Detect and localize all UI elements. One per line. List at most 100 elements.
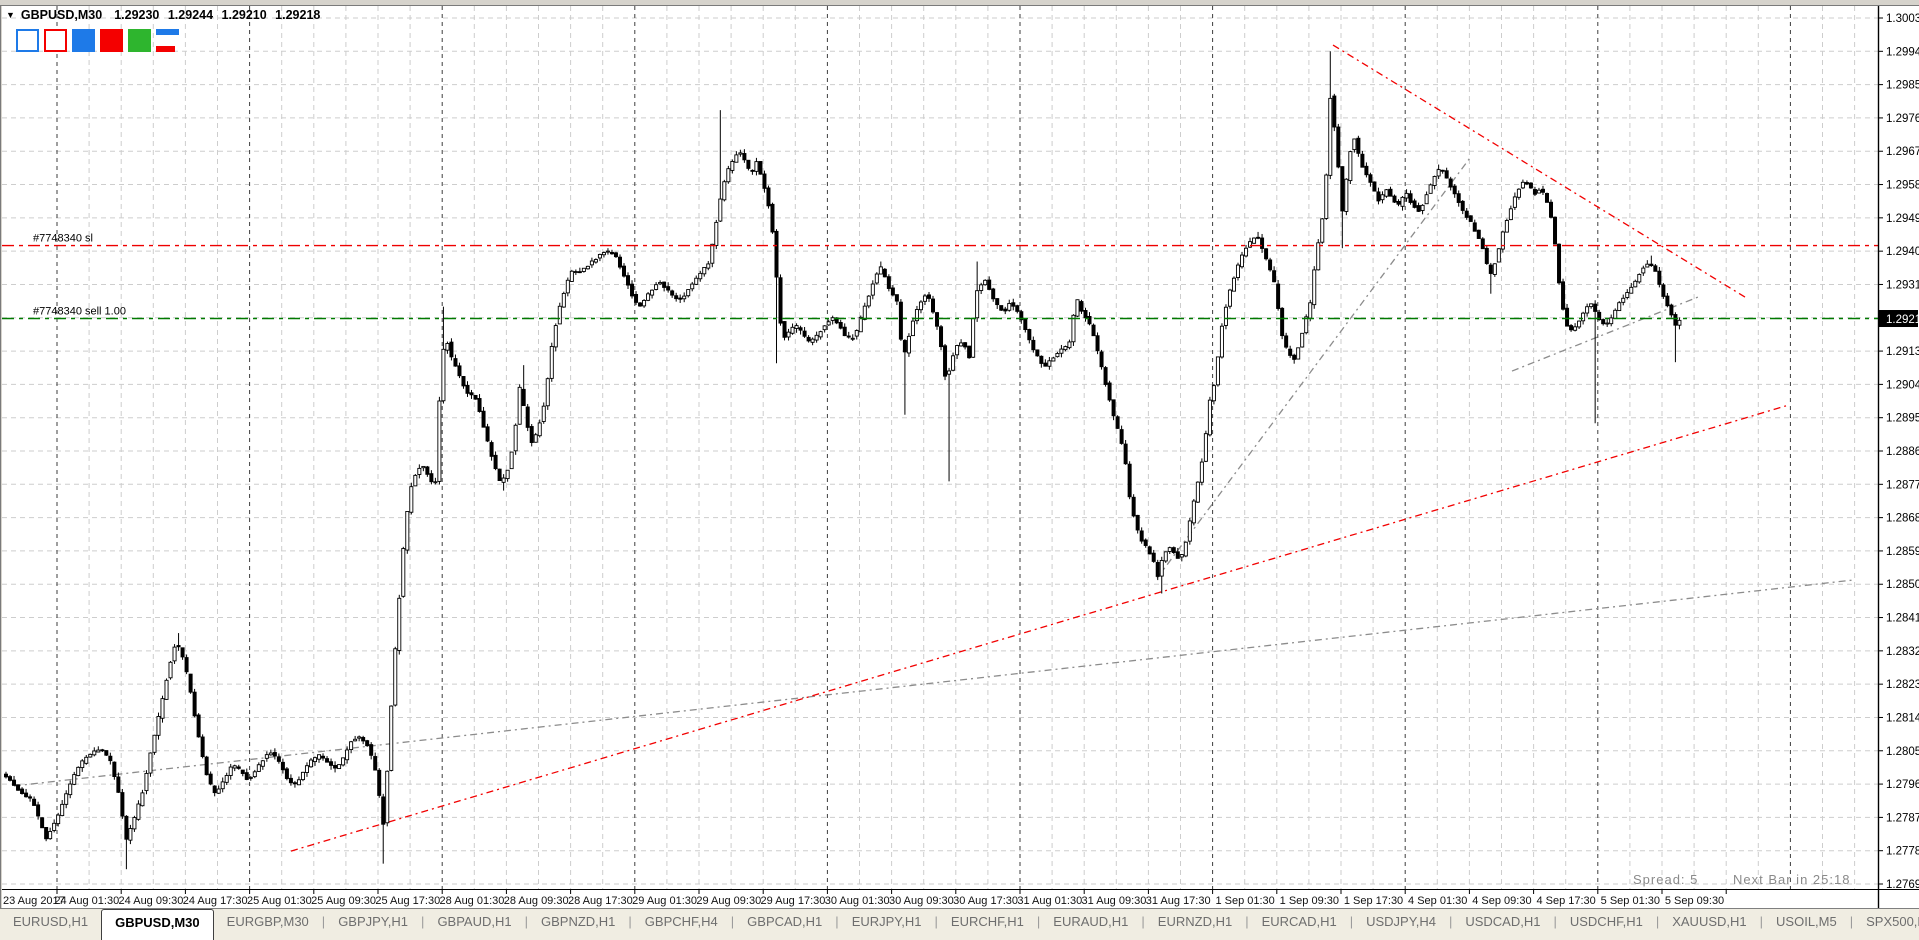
- time-axis-label: 5 Sep 01:30: [1601, 895, 1660, 907]
- time-axis-label: 29 Aug 09:30: [696, 895, 761, 907]
- chart-tab-eurcad-h1[interactable]: EURCAD,H1: [1261, 914, 1337, 929]
- time-axis-label: 31 Aug 09:30: [1082, 895, 1147, 907]
- solid-green-swatch[interactable]: [128, 29, 151, 52]
- tab-separator: |: [730, 914, 735, 929]
- tab-separator: |: [1036, 914, 1041, 929]
- price-axis-label: 1.29040: [1886, 379, 1919, 391]
- price-axis-label: 1.28590: [1886, 546, 1919, 558]
- time-axis-label: 30 Aug 17:30: [953, 895, 1018, 907]
- chart-tab-eurjpy-h1[interactable]: EURJPY,H1: [851, 914, 922, 929]
- outline-blue-swatch[interactable]: [16, 29, 39, 52]
- time-axis-label: 25 Aug 17:30: [375, 895, 440, 907]
- chart-tab-xauusd-h1[interactable]: XAUUSD,H1: [1672, 914, 1747, 929]
- tab-separator: |: [1448, 914, 1453, 929]
- chart-tab-eurusd-h1[interactable]: EURUSD,H1: [13, 914, 89, 929]
- chart-tab-gbpjpy-h1[interactable]: GBPJPY,H1: [338, 914, 409, 929]
- chart-title-line: ▼ GBPUSD,M30 1.29230 1.29244 1.29210 1.2…: [6, 7, 320, 22]
- order-label-sell-position: #7748340 sell 1.00: [33, 306, 126, 318]
- grid-layer: [2, 6, 1878, 889]
- price-axis-label: 1.27960: [1886, 779, 1919, 791]
- time-axis-label: 28 Aug 17:30: [568, 895, 633, 907]
- chart-tab-gbpusd-m30[interactable]: GBPUSD,M30: [101, 909, 214, 940]
- chart-tab-spx500-m5[interactable]: SPX500,M5: [1866, 914, 1919, 929]
- chart-tab-usdcad-h1[interactable]: USDCAD,H1: [1465, 914, 1541, 929]
- price-axis-label: 1.28320: [1886, 646, 1919, 658]
- price-axis-label: 1.28410: [1886, 613, 1919, 625]
- current-price-marker: 1.29218: [1879, 310, 1919, 328]
- chart-tab-gbpchf-h4[interactable]: GBPCHF,H4: [644, 914, 718, 929]
- price-axis-strip[interactable]: [1879, 6, 1919, 908]
- time-axis-label: 23 Aug 2017: [3, 895, 65, 907]
- spread-value-text: Spread: 5: [1633, 872, 1698, 887]
- chart-title: GBPUSD,M30: [20, 7, 103, 22]
- tab-separator: |: [1553, 914, 1557, 929]
- price-axis-label: 1.28500: [1886, 579, 1919, 591]
- price-axis-label: 1.29130: [1886, 346, 1919, 358]
- chart-tab-usdchf-h1[interactable]: USDCHF,H1: [1569, 914, 1643, 929]
- time-axis-label: 31 Aug 17:30: [1146, 895, 1211, 907]
- time-axis-label: 5 Sep 09:30: [1665, 895, 1724, 907]
- price-axis[interactable]: 1.30030 1.29940 1.29850 1.29760 1.29670 1.295…: [1878, 13, 1919, 891]
- chart-tab-gbpaud-h1[interactable]: GBPAUD,H1: [437, 914, 512, 929]
- chart-tab-gbpnzd-h1[interactable]: GBPNZD,H1: [541, 914, 616, 929]
- price-axis-label: 1.29310: [1886, 279, 1919, 291]
- symbol-dropdown-arrow-icon: ▼: [6, 9, 15, 20]
- trendline-gray-steep-ascending[interactable]: [1156, 157, 1471, 579]
- time-axis-label: 28 Aug 09:30: [504, 895, 569, 907]
- chart-header: ▼ GBPUSD,M30 1.29230 1.29244 1.29210 1.2…: [6, 7, 320, 52]
- price-axis-label: 1.29400: [1886, 246, 1919, 258]
- time-axis-label: 1 Sep 01:30: [1215, 895, 1274, 907]
- time-axis-label: 24 Aug 09:30: [119, 895, 184, 907]
- price-axis-label: 1.28680: [1886, 513, 1919, 525]
- bicolor-bars-swatch[interactable]: [156, 29, 179, 52]
- tab-separator: |: [835, 914, 839, 929]
- candlestick-series: [3, 51, 1682, 870]
- outline-red-swatch[interactable]: [44, 29, 67, 52]
- price-axis-label: 1.27870: [1886, 812, 1919, 824]
- tab-separator: |: [1849, 914, 1854, 929]
- tab-separator: |: [934, 914, 938, 929]
- time-axis-label: 30 Aug 01:30: [825, 895, 890, 907]
- time-axis-label: 4 Sep 09:30: [1472, 895, 1531, 907]
- chart-tab-gbpcad-h1[interactable]: GBPCAD,H1: [747, 914, 823, 929]
- bar-top: [156, 29, 179, 35]
- tab-separator: |: [321, 914, 326, 929]
- price-axis-label: 1.27780: [1886, 846, 1919, 858]
- chart-tab-euraud-h1[interactable]: EURAUD,H1: [1053, 914, 1129, 929]
- time-axis-label: 4 Sep 17:30: [1536, 895, 1595, 907]
- time-axis-label: 31 Aug 01:30: [1017, 895, 1082, 907]
- tab-separator: |: [1759, 914, 1764, 929]
- price-axis-label: 1.27690: [1886, 879, 1919, 891]
- chart-tab-usdjpy-h4[interactable]: USDJPY,H4: [1366, 914, 1436, 929]
- chart-tab-usoil-m5[interactable]: USOIL,M5: [1776, 914, 1837, 929]
- price-axis-label: 1.28050: [1886, 746, 1919, 758]
- time-axis-label: 28 Aug 01:30: [440, 895, 505, 907]
- price-axis-label: 1.29490: [1886, 213, 1919, 225]
- trendline-long-red-ascending[interactable]: [290, 405, 1787, 852]
- chart-plot-area[interactable]: [2, 6, 1878, 889]
- chart-tab-eurnzd-h1[interactable]: EURNZD,H1: [1157, 914, 1233, 929]
- solid-blue-swatch[interactable]: [72, 29, 95, 52]
- price-axis-label: 1.29670: [1886, 146, 1919, 158]
- time-axis-strip[interactable]: [2, 889, 1878, 908]
- chart-tab-eurgbp-m30[interactable]: EURGBP,M30: [226, 914, 309, 929]
- time-axis-label: 29 Aug 01:30: [632, 895, 697, 907]
- object-color-swatches: [16, 29, 320, 52]
- tab-separator: |: [524, 914, 528, 929]
- price-axis-label: 1.28860: [1886, 446, 1919, 458]
- tab-separator: |: [1245, 914, 1249, 929]
- tab-separator: |: [1655, 914, 1660, 929]
- trendline-long-gray-support[interactable]: [13, 579, 1853, 787]
- next-bar-countdown-text: Next Bar in 25:18: [1733, 872, 1850, 887]
- time-axis-label: 1 Sep 09:30: [1280, 895, 1339, 907]
- order-label-stop-loss: #7748340 sl: [33, 233, 93, 245]
- solid-red-swatch[interactable]: [100, 29, 123, 52]
- time-axis-label: 24 Aug 01:30: [54, 895, 119, 907]
- chart-tab-eurchf-h1[interactable]: EURCHF,H1: [950, 914, 1024, 929]
- trendline-red-descending[interactable]: [1332, 44, 1746, 298]
- price-axis-label: 1.28950: [1886, 413, 1919, 425]
- price-axis-label: 1.29940: [1886, 46, 1919, 58]
- price-axis-label: 1.28230: [1886, 679, 1919, 691]
